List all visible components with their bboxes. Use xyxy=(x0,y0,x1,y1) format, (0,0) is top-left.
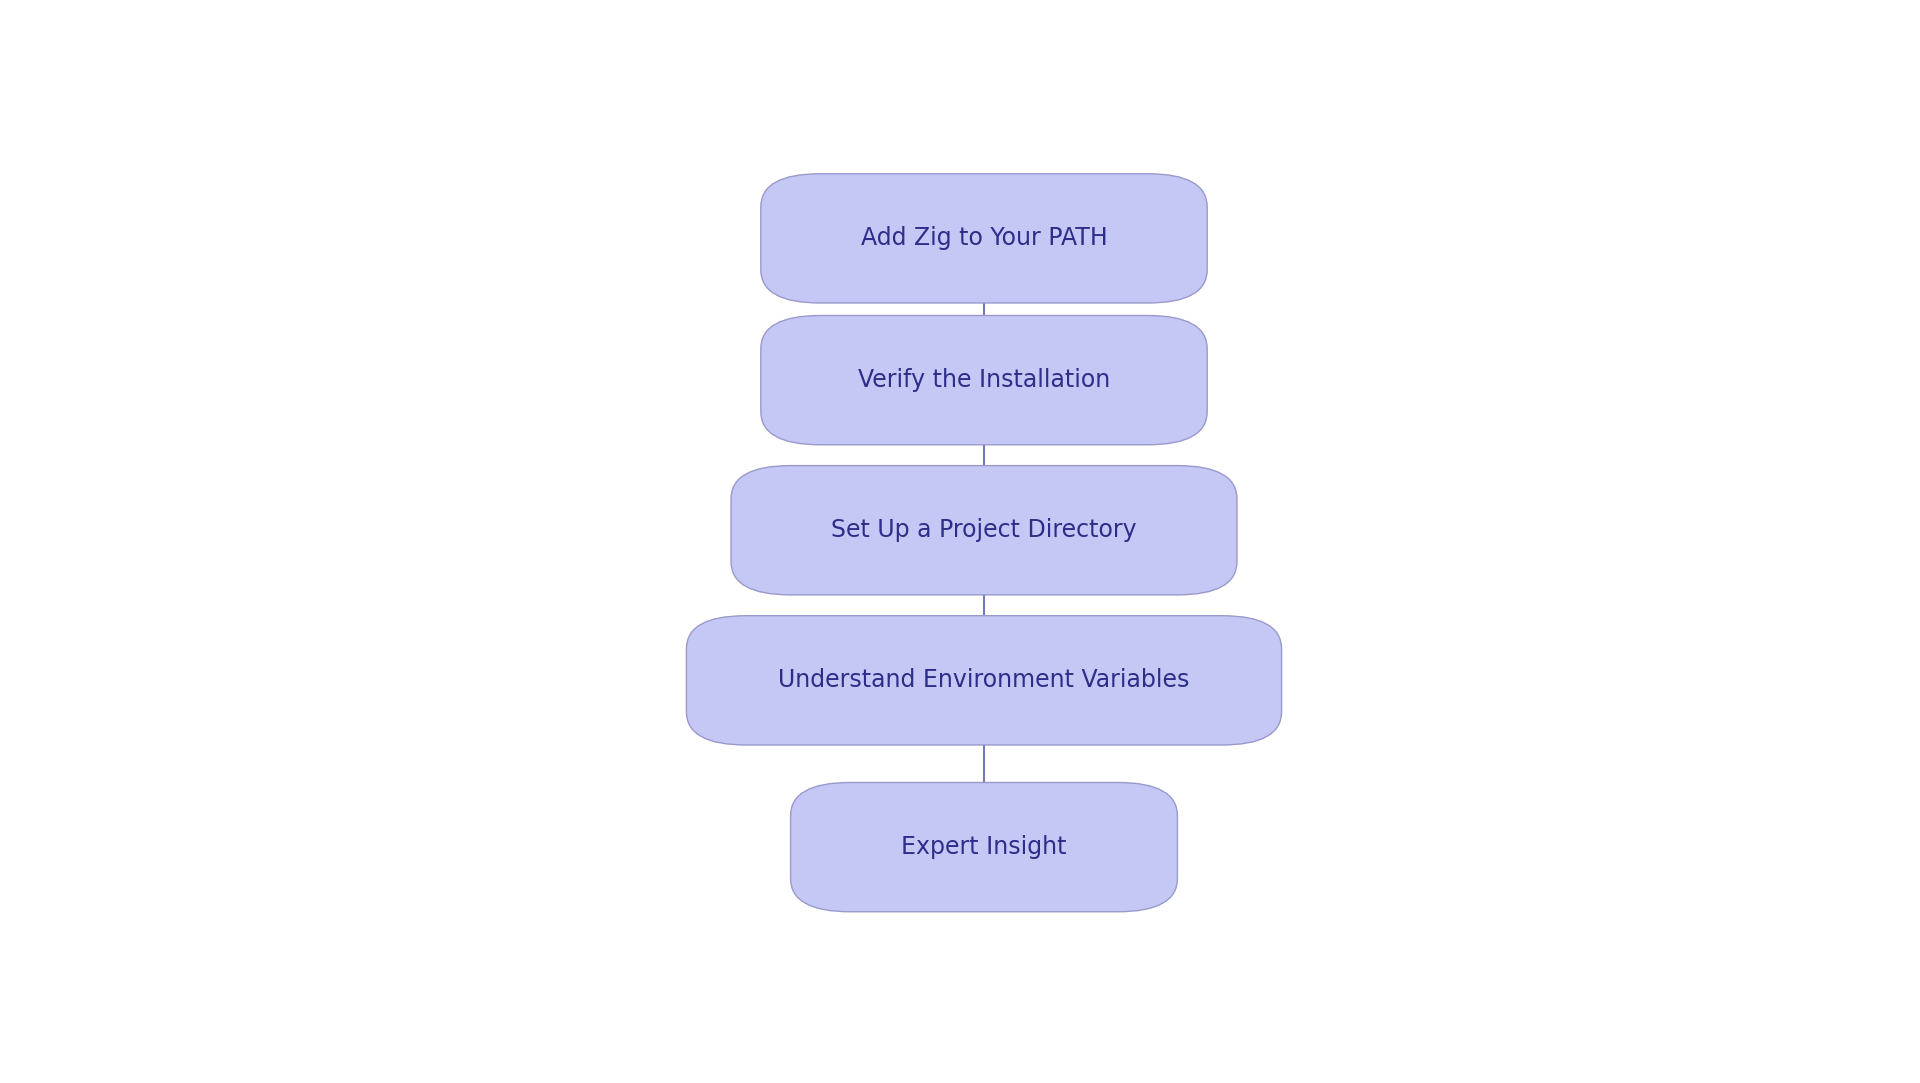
Text: Verify the Installation: Verify the Installation xyxy=(858,368,1110,392)
FancyBboxPatch shape xyxy=(687,616,1283,745)
FancyBboxPatch shape xyxy=(760,315,1208,445)
Text: Expert Insight: Expert Insight xyxy=(900,835,1068,859)
FancyBboxPatch shape xyxy=(732,466,1236,595)
FancyBboxPatch shape xyxy=(760,173,1208,303)
Text: Set Up a Project Directory: Set Up a Project Directory xyxy=(831,519,1137,543)
FancyBboxPatch shape xyxy=(791,783,1177,912)
Text: Understand Environment Variables: Understand Environment Variables xyxy=(778,668,1190,692)
Text: Add Zig to Your PATH: Add Zig to Your PATH xyxy=(860,226,1108,250)
